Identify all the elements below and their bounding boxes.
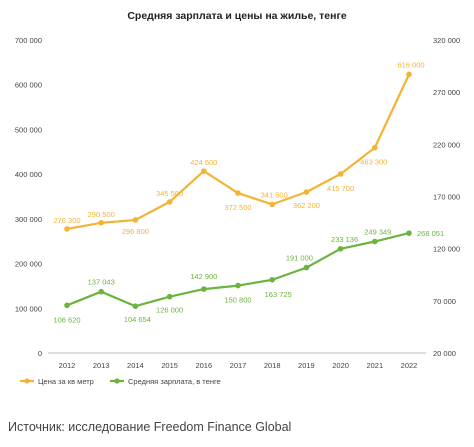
data-label-salary: 268 051 bbox=[417, 229, 444, 238]
data-point-salary bbox=[201, 286, 207, 292]
legend-marker bbox=[114, 378, 120, 384]
right-axis-tick-label: 170 000 bbox=[433, 193, 460, 202]
data-point-salary bbox=[372, 238, 378, 245]
data-point-salary bbox=[132, 303, 139, 310]
left-axis-tick-label: 700 000 bbox=[15, 36, 42, 45]
right-axis-tick-label: 70 000 bbox=[433, 297, 456, 306]
data-label-price: 372 500 bbox=[224, 203, 251, 212]
right-axis-tick-label: 220 000 bbox=[433, 140, 460, 149]
data-point-salary bbox=[98, 288, 104, 295]
data-point-price bbox=[303, 189, 310, 195]
data-label-salary: 106 620 bbox=[53, 315, 80, 324]
data-label-salary: 137 043 bbox=[88, 278, 115, 287]
data-point-salary bbox=[303, 264, 310, 271]
data-point-salary bbox=[406, 230, 412, 236]
data-point-price bbox=[166, 199, 173, 205]
data-point-salary bbox=[269, 276, 276, 283]
chart-svg: 0 100 000 200 000 300 000 400 000 500 000 600 … bbox=[15, 36, 460, 386]
right-axis-tick-label: 120 000 bbox=[433, 245, 460, 254]
data-point-salary bbox=[235, 282, 241, 289]
data-label-salary: 191 000 bbox=[286, 254, 313, 263]
data-point-price bbox=[406, 71, 412, 78]
data-point-price bbox=[269, 201, 276, 208]
data-point-price bbox=[64, 226, 70, 232]
data-label-price: 362 200 bbox=[293, 201, 320, 210]
chart-title: Средняя зарплата и цены на жилье, тенге bbox=[127, 10, 347, 22]
legend-label: Цена за кв метр bbox=[38, 377, 94, 386]
x-axis-tick-label: 2012 bbox=[59, 361, 76, 370]
x-axis-tick-label: 2021 bbox=[366, 361, 383, 370]
left-axis-tick-label: 300 000 bbox=[15, 215, 42, 224]
data-label-price: 296 800 bbox=[122, 227, 149, 236]
x-axis-tick-label: 2015 bbox=[161, 361, 178, 370]
data-label-price: 345 500 bbox=[156, 189, 183, 198]
data-point-salary bbox=[166, 293, 173, 300]
data-point-price bbox=[98, 219, 104, 226]
legend-label: Средняя зарплата, в тенге bbox=[128, 377, 221, 386]
data-label-salary: 142 900 bbox=[190, 272, 217, 281]
data-label-price: 341 500 bbox=[261, 190, 288, 199]
right-axis-tick-label: 320 000 bbox=[433, 36, 460, 45]
data-point-salary bbox=[337, 245, 344, 252]
data-label-salary: 126 000 bbox=[156, 306, 183, 315]
x-axis-tick-label: 2022 bbox=[401, 361, 418, 370]
right-axis-tick-label: 270 000 bbox=[433, 88, 460, 97]
data-label-price: 424 600 bbox=[190, 158, 217, 167]
x-axis-tick-label: 2018 bbox=[264, 361, 281, 370]
data-label-salary: 249 349 bbox=[364, 228, 391, 237]
data-label-salary: 163 725 bbox=[265, 290, 292, 299]
data-point-price bbox=[372, 144, 378, 151]
data-label-salary: 150 800 bbox=[224, 296, 251, 305]
data-label-price: 276 300 bbox=[53, 216, 80, 225]
left-axis-tick-label: 500 000 bbox=[15, 125, 42, 134]
data-label-salary: 233 136 bbox=[331, 235, 358, 244]
data-label-price: 415 700 bbox=[327, 184, 354, 193]
x-axis-tick-label: 2017 bbox=[230, 361, 247, 370]
data-point-price bbox=[201, 168, 207, 174]
source-note: Источник: исследование Freedom Finance G… bbox=[8, 420, 292, 434]
data-point-price bbox=[337, 171, 344, 177]
data-label-price: 290 500 bbox=[88, 210, 115, 219]
left-axis-tick-label: 100 000 bbox=[15, 304, 42, 313]
left-axis-tick-label: 400 000 bbox=[15, 170, 42, 179]
legend-marker bbox=[24, 378, 30, 384]
x-axis-tick-label: 2016 bbox=[195, 361, 212, 370]
x-axis-tick-label: 2014 bbox=[127, 361, 144, 370]
x-axis-tick-label: 2013 bbox=[93, 361, 110, 370]
data-label-price: 463 300 bbox=[360, 158, 387, 167]
right-axis-tick-label: 20 000 bbox=[433, 349, 456, 358]
data-point-price bbox=[235, 190, 241, 196]
data-point-salary bbox=[64, 302, 70, 309]
left-axis-tick-label: 200 000 bbox=[15, 260, 42, 269]
data-label-salary: 104 654 bbox=[124, 315, 151, 324]
data-point-price bbox=[132, 217, 139, 223]
x-axis-tick-label: 2019 bbox=[298, 361, 315, 370]
data-label-price: 616 000 bbox=[397, 60, 424, 69]
left-axis-tick-label: 600 000 bbox=[15, 81, 42, 90]
left-axis-tick-label: 0 bbox=[38, 349, 42, 358]
x-axis-tick-label: 2020 bbox=[332, 361, 349, 370]
